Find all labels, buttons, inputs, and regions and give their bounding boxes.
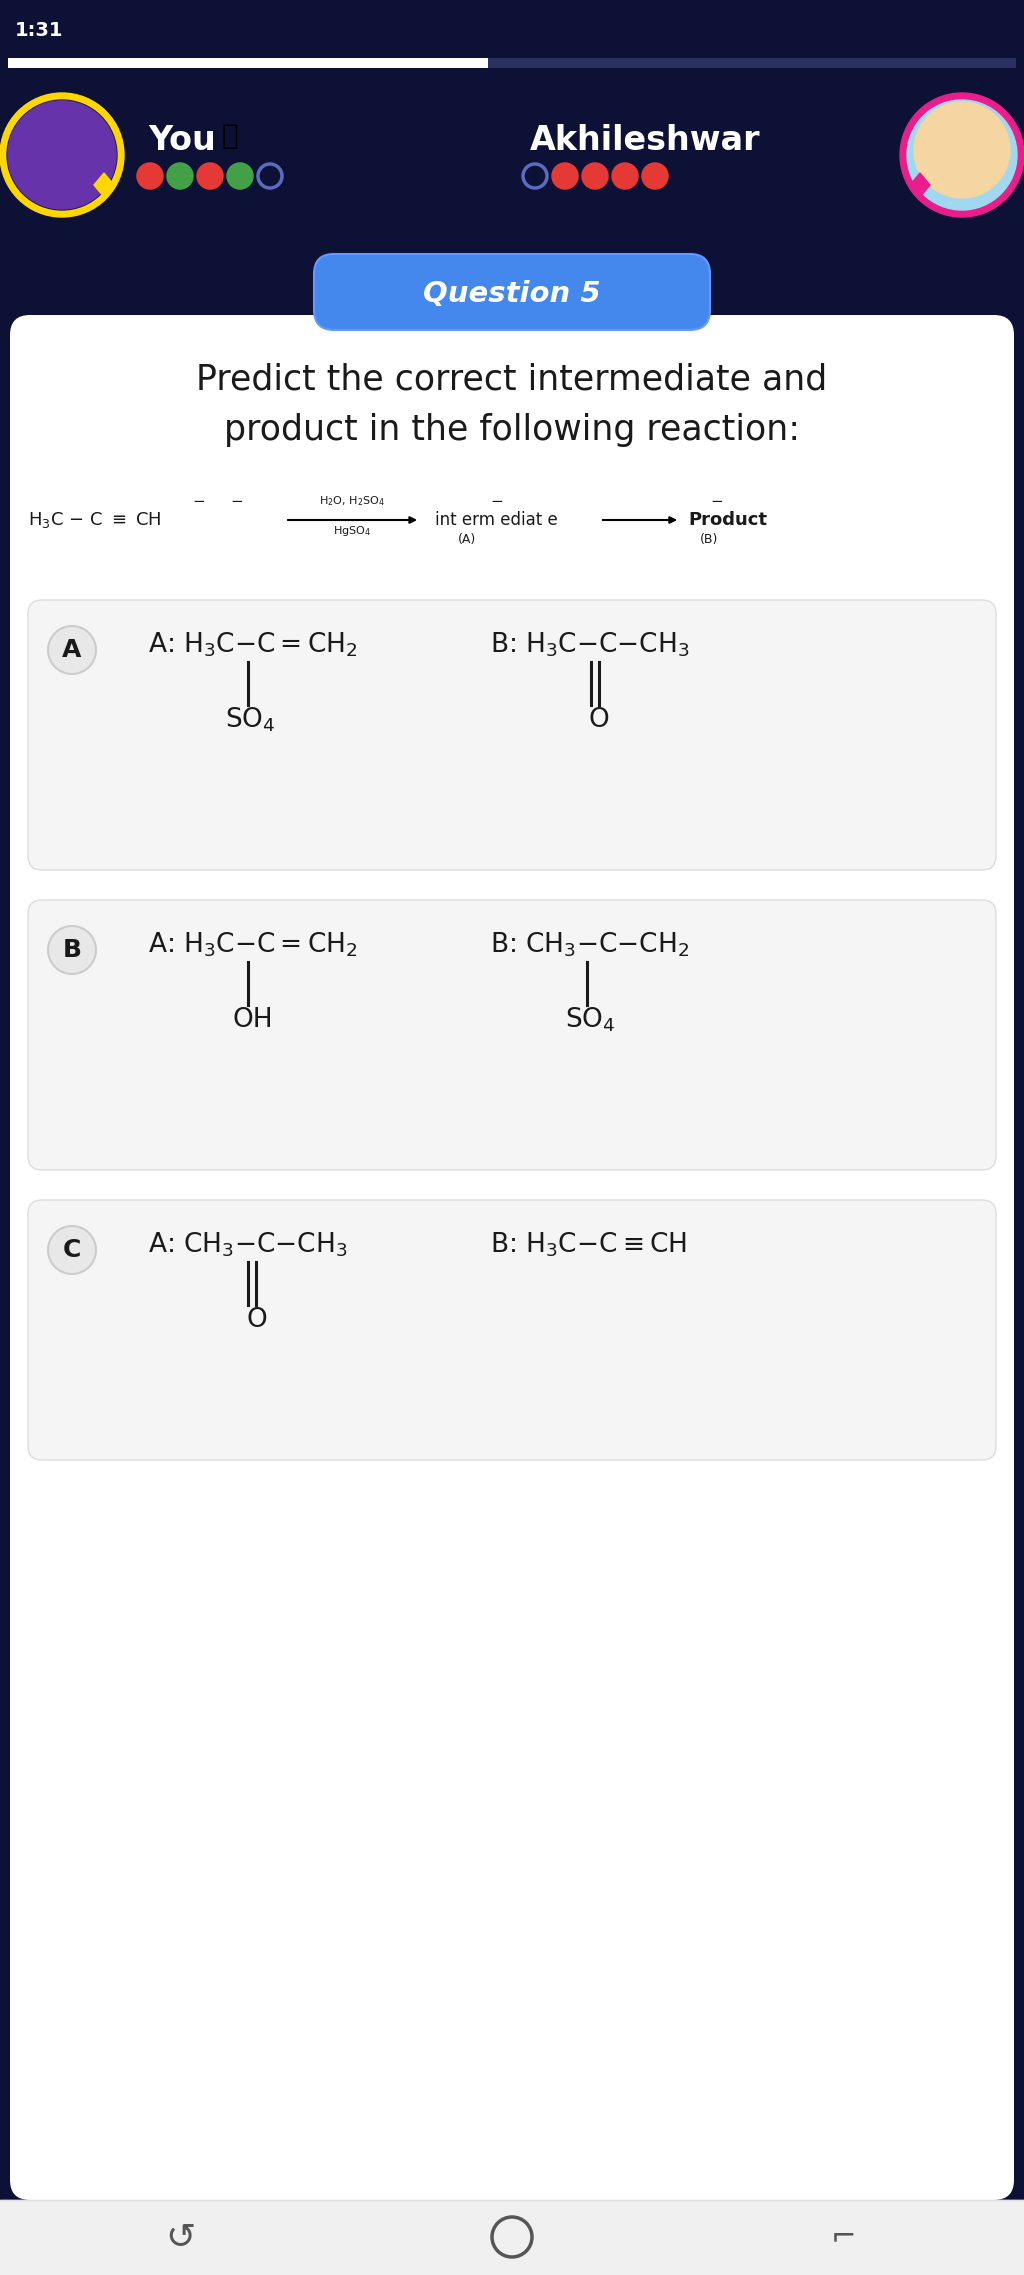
Circle shape	[914, 102, 1010, 198]
Text: −: −	[193, 494, 205, 510]
Circle shape	[7, 100, 117, 209]
Text: O: O	[246, 1308, 266, 1333]
Circle shape	[900, 93, 1024, 216]
Text: B: CH$_3$$-$C$-$CH$_2$: B: CH$_3$$-$C$-$CH$_2$	[490, 930, 689, 960]
FancyBboxPatch shape	[28, 601, 996, 869]
Circle shape	[48, 626, 96, 673]
Text: HgSO$_4$: HgSO$_4$	[333, 523, 371, 537]
Bar	[0, 0, 1024, 55]
Text: B: H$_3$C$-$C$-$CH$_3$: B: H$_3$C$-$C$-$CH$_3$	[490, 630, 690, 660]
Bar	[8, 57, 1016, 68]
Bar	[0, 2200, 1024, 2275]
Text: C: C	[62, 1238, 81, 1263]
Text: B: H$_3$C$-$C$\equiv$CH: B: H$_3$C$-$C$\equiv$CH	[490, 1231, 687, 1260]
Circle shape	[138, 164, 162, 189]
Circle shape	[613, 164, 637, 189]
Text: A: H$_3$C$-$C$=$CH$_2$: A: H$_3$C$-$C$=$CH$_2$	[148, 930, 357, 960]
Circle shape	[583, 164, 607, 189]
Circle shape	[8, 100, 116, 209]
Bar	[0, 55, 1024, 75]
Text: O: O	[589, 708, 609, 733]
Polygon shape	[910, 173, 930, 198]
Text: Product: Product	[688, 512, 767, 530]
Circle shape	[258, 164, 282, 189]
Text: (B): (B)	[700, 535, 719, 546]
Text: H$_3$C $-$ C $\equiv$ CH: H$_3$C $-$ C $\equiv$ CH	[28, 510, 162, 530]
Text: ⌐: ⌐	[831, 2223, 857, 2252]
Circle shape	[48, 926, 96, 974]
Text: ↺: ↺	[165, 2220, 196, 2255]
Text: B: B	[62, 937, 82, 962]
Text: You: You	[148, 123, 216, 157]
Bar	[0, 75, 1024, 264]
Circle shape	[168, 164, 193, 189]
Text: Akhileshwar: Akhileshwar	[530, 123, 761, 157]
Text: Question 5: Question 5	[423, 280, 601, 307]
Text: A: CH$_3$$-$C$-$CH$_3$: A: CH$_3$$-$C$-$CH$_3$	[148, 1231, 348, 1260]
FancyBboxPatch shape	[28, 901, 996, 1169]
FancyBboxPatch shape	[314, 255, 710, 330]
Circle shape	[643, 164, 667, 189]
Circle shape	[523, 164, 547, 189]
Text: SO$_4$: SO$_4$	[225, 705, 275, 735]
Circle shape	[0, 93, 124, 216]
Text: product in the following reaction:: product in the following reaction:	[224, 414, 800, 446]
Text: A: H$_3$C$-$C$=$CH$_2$: A: H$_3$C$-$C$=$CH$_2$	[148, 630, 357, 660]
Circle shape	[198, 164, 222, 189]
Text: −: −	[710, 494, 723, 510]
Text: −: −	[490, 494, 503, 510]
Text: (A): (A)	[458, 535, 476, 546]
Text: −: −	[230, 494, 243, 510]
Circle shape	[907, 100, 1017, 209]
Circle shape	[48, 1226, 96, 1274]
Text: SO$_4$: SO$_4$	[565, 1006, 615, 1035]
Polygon shape	[94, 173, 114, 198]
Text: 1:31: 1:31	[15, 20, 63, 39]
Text: int erm ediat e: int erm ediat e	[435, 512, 558, 530]
Circle shape	[553, 164, 577, 189]
Bar	[8, 57, 488, 68]
Text: 👑: 👑	[222, 123, 239, 150]
Text: H$_2$O, H$_2$SO$_4$: H$_2$O, H$_2$SO$_4$	[319, 494, 385, 507]
FancyBboxPatch shape	[10, 314, 1014, 2200]
Text: OH: OH	[232, 1008, 272, 1033]
Circle shape	[228, 164, 252, 189]
FancyBboxPatch shape	[28, 1199, 996, 1461]
Text: Predict the correct intermediate and: Predict the correct intermediate and	[197, 364, 827, 398]
Text: A: A	[62, 637, 82, 662]
